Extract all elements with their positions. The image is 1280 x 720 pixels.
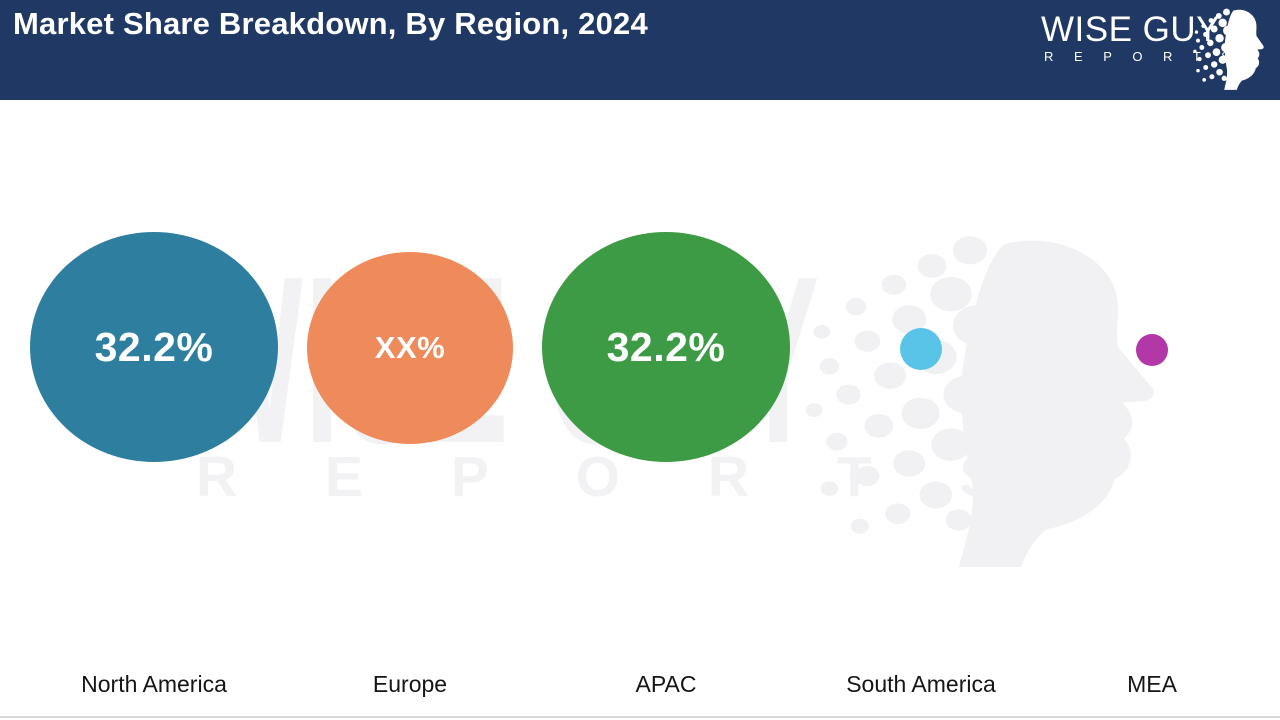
- logo-wordmark: WISE GUY: [1041, 10, 1221, 49]
- category-labels: North America Europe APAC South America MEA: [0, 671, 1280, 701]
- category-label-apac: APAC: [635, 671, 697, 697]
- baseline-divider: [0, 716, 1280, 718]
- bubble-mea: [1136, 334, 1168, 366]
- bubble-value-label: 32.2%: [606, 323, 726, 370]
- bubble-value-label: XX%: [374, 330, 446, 365]
- bubble-south-america: [900, 328, 942, 370]
- bubble-value-label: 32.2%: [94, 323, 214, 370]
- bubble-north-america: 32.2%: [30, 232, 278, 462]
- logo-subtitle: R E P O R T S: [1044, 49, 1239, 64]
- category-label-europe: Europe: [372, 671, 448, 697]
- bubble-europe: XX%: [307, 252, 513, 444]
- header-bar: Market Share Breakdown, By Region, 2024 …: [0, 0, 1280, 100]
- page-title: Market Share Breakdown, By Region, 2024: [13, 6, 648, 41]
- wiseguy-logo: WISE GUY R E P O R T S: [1041, 12, 1238, 64]
- bubble-apac: 32.2%: [542, 232, 790, 462]
- category-label-south-america: South America: [846, 671, 996, 697]
- wiseguy-head-icon: [1193, 8, 1264, 90]
- category-label-north-america: North America: [81, 671, 227, 697]
- category-label-mea: MEA: [1127, 671, 1177, 697]
